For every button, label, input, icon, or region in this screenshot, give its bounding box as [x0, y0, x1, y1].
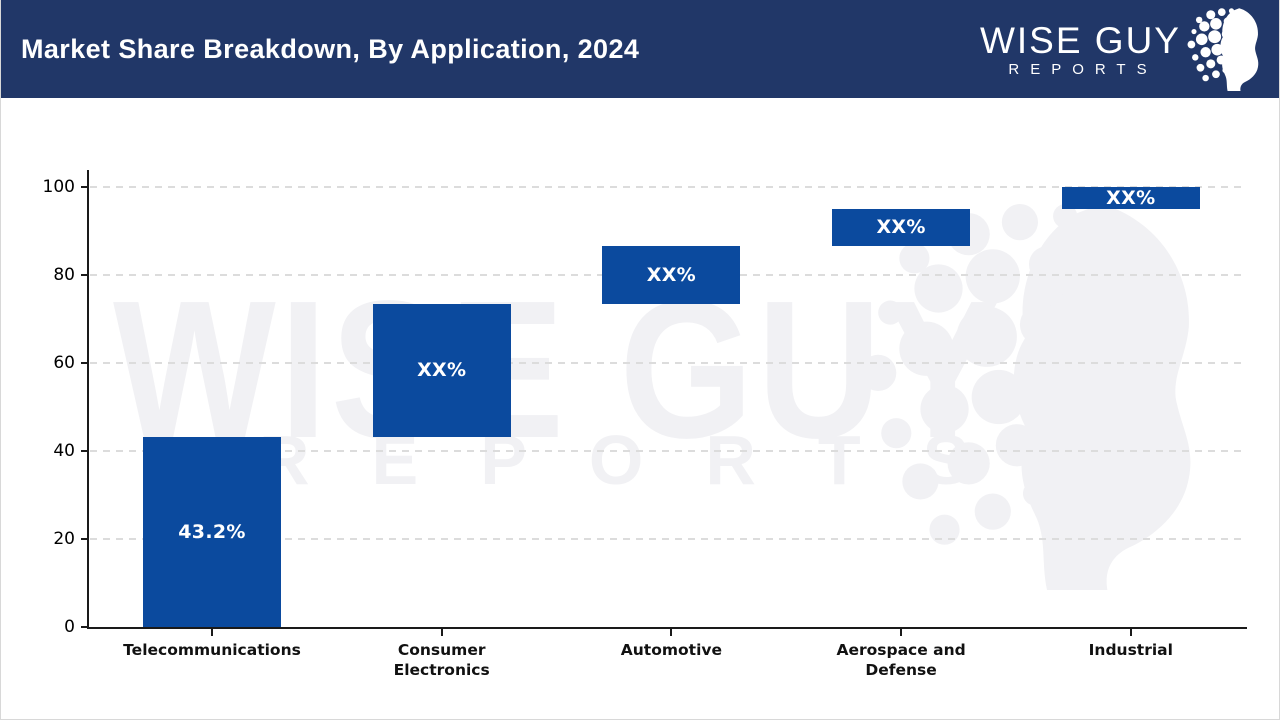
- y-gridline: [90, 450, 1247, 452]
- y-axis-tick-label: 0: [64, 617, 75, 637]
- x-axis-tick: [440, 629, 443, 636]
- y-gridline: [90, 186, 1247, 188]
- x-axis-tick: [211, 629, 213, 636]
- y-axis-tick: [81, 362, 88, 364]
- category-label-line: Telecommunications: [123, 641, 301, 659]
- y-axis-tick: [81, 186, 88, 188]
- y-axis-tick-label: 20: [53, 529, 75, 549]
- y-axis-tick-label: 60: [53, 353, 75, 373]
- category-label-line: Defense: [865, 661, 937, 679]
- y-gridline: [90, 362, 1247, 364]
- y-axis-tick-label: 80: [53, 265, 75, 285]
- page-title: Market Share Breakdown, By Application, …: [21, 33, 640, 64]
- x-axis-category-label: Aerospace and Defense: [786, 640, 1016, 680]
- wise-guy-reports-logo: WISE GUY REPORTS: [980, 7, 1265, 91]
- y-axis-tick: [81, 274, 88, 276]
- bar-automotive: XX%: [602, 245, 741, 304]
- bar-consumer-electronics: XX%: [372, 303, 511, 437]
- bar-value-label: XX%: [1106, 187, 1156, 209]
- x-axis-category-label: Telecommunications: [97, 640, 327, 660]
- category-label-line: Electronics: [393, 661, 490, 679]
- category-label-line: Consumer: [397, 641, 486, 659]
- y-axis-tick-label: 100: [42, 177, 75, 197]
- category-label-line: Aerospace and: [836, 641, 966, 659]
- category-label-line: Industrial: [1088, 641, 1173, 659]
- bar-value-label: XX%: [876, 216, 926, 239]
- bar-industrial: XX%: [1061, 187, 1200, 209]
- y-gridline: [90, 538, 1247, 540]
- bar-value-label: 43.2%: [178, 520, 246, 543]
- header-bar: Market Share Breakdown, By Application, …: [1, 0, 1279, 98]
- logo-reports-text: REPORTS: [1008, 60, 1158, 78]
- y-axis-tick: [81, 626, 88, 628]
- y-axis-line: [87, 170, 89, 629]
- bar-aerospace-and-defense: XX%: [832, 209, 971, 246]
- bar-value-label: XX%: [646, 263, 697, 286]
- x-axis-category-label: Consumer Electronics: [327, 640, 557, 680]
- x-axis-category-label: Automotive: [556, 640, 786, 660]
- y-axis-tick: [81, 538, 88, 540]
- category-label-line: Automotive: [620, 641, 722, 659]
- x-axis-tick: [670, 629, 673, 636]
- x-axis-category-label: Industrial: [1016, 640, 1246, 660]
- logo-wiseguy-text: WISE GUY: [979, 19, 1181, 61]
- x-axis-tick: [900, 629, 903, 636]
- y-axis-tick: [81, 450, 88, 452]
- watermark-wiseguy-text: WISE GUY: [113, 260, 1004, 479]
- bar-value-label: XX%: [417, 359, 467, 382]
- bar-telecommunications: 43.2%: [143, 436, 281, 627]
- x-axis-line: [87, 627, 1247, 629]
- x-axis-tick: [1129, 629, 1132, 636]
- y-axis-tick-label: 40: [53, 441, 75, 461]
- logo-text: WISE GUY REPORTS: [980, 22, 1181, 77]
